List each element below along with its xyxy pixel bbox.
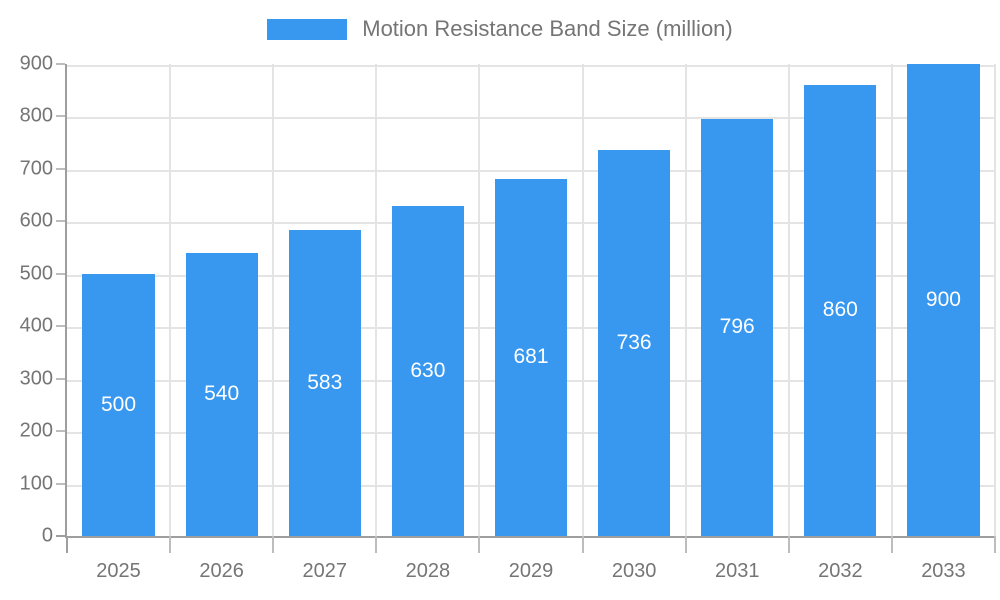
bar: 736 xyxy=(598,150,671,536)
x-tick-label: 2032 xyxy=(818,560,863,582)
x-tick xyxy=(375,536,378,553)
v-gridline xyxy=(890,64,893,536)
x-tick xyxy=(169,536,172,553)
bar: 540 xyxy=(185,252,258,536)
x-tick xyxy=(684,536,687,553)
v-gridline xyxy=(684,64,687,536)
y-tick xyxy=(56,115,65,118)
x-tick-label: 2031 xyxy=(714,560,760,582)
y-tick-label: 100 xyxy=(19,472,53,495)
x-tick xyxy=(994,536,996,553)
y-tick-label: 700 xyxy=(19,157,53,180)
bar-value-label: 860 xyxy=(822,298,858,322)
bar: 796 xyxy=(701,118,774,536)
plot-area: 0 100 200 300 400 500 600 700 800 900 500 2025 540 20… xyxy=(20,53,996,582)
x-tick-label: 2026 xyxy=(199,560,244,582)
y-tick-label: 0 xyxy=(41,524,53,547)
bar: 583 xyxy=(288,230,361,536)
bar-value-label: 630 xyxy=(410,358,446,382)
bar: 500 xyxy=(82,273,155,536)
bar-value-label: 900 xyxy=(925,288,961,311)
y-tick xyxy=(56,482,65,485)
bar: 900 xyxy=(907,64,980,536)
y-tick-label: 900 xyxy=(19,52,53,75)
bar-value-label: 681 xyxy=(513,345,549,369)
v-gridline xyxy=(478,64,481,536)
x-tick xyxy=(890,536,893,553)
x-tick xyxy=(581,536,584,553)
y-tick xyxy=(56,63,65,65)
x-tick-label: 2028 xyxy=(405,560,451,582)
bar: 630 xyxy=(391,205,464,536)
bar: 681 xyxy=(494,178,568,536)
y-tick xyxy=(56,377,65,380)
chart-legend: Motion Resistance Band Size (million) xyxy=(0,16,1000,42)
legend-swatch xyxy=(267,18,348,40)
y-tick xyxy=(56,167,65,170)
y-tick-label: 600 xyxy=(19,209,53,232)
x-tick xyxy=(272,536,275,553)
h-gridline xyxy=(67,117,995,120)
x-tick-label: 2027 xyxy=(302,560,348,582)
y-tick-label: 400 xyxy=(19,314,53,337)
y-tick xyxy=(56,272,65,275)
y-tick xyxy=(56,220,65,223)
v-gridline xyxy=(169,64,172,536)
bar-value-label: 540 xyxy=(204,382,240,406)
y-tick xyxy=(56,430,65,433)
v-gridline xyxy=(787,64,790,536)
bar-value-label: 796 xyxy=(719,315,755,339)
y-tick-label: 300 xyxy=(19,367,53,390)
x-tick xyxy=(478,536,481,553)
bar: 860 xyxy=(804,84,877,536)
v-gridline xyxy=(581,64,584,536)
x-tick xyxy=(787,536,790,553)
v-gridline xyxy=(272,64,275,536)
legend-label: Motion Resistance Band Size (million) xyxy=(362,16,733,41)
y-tick xyxy=(56,535,65,537)
v-gridline xyxy=(375,64,378,536)
y-tick-label: 200 xyxy=(19,419,53,442)
v-gridline xyxy=(994,64,996,536)
bar-value-label: 736 xyxy=(616,331,652,354)
y-tick-label: 500 xyxy=(19,262,53,285)
x-tick-label: 2025 xyxy=(96,560,141,582)
x-tick-label: 2030 xyxy=(611,560,657,582)
bar-value-label: 500 xyxy=(101,392,137,416)
bar-value-label: 583 xyxy=(307,371,343,395)
x-tick-label: 2029 xyxy=(508,560,554,582)
h-gridline xyxy=(67,65,995,67)
x-tick-label: 2033 xyxy=(921,560,966,582)
y-tick xyxy=(56,325,65,328)
y-tick-label: 800 xyxy=(19,104,53,127)
x-tick xyxy=(66,536,68,553)
h-gridline xyxy=(67,169,995,172)
